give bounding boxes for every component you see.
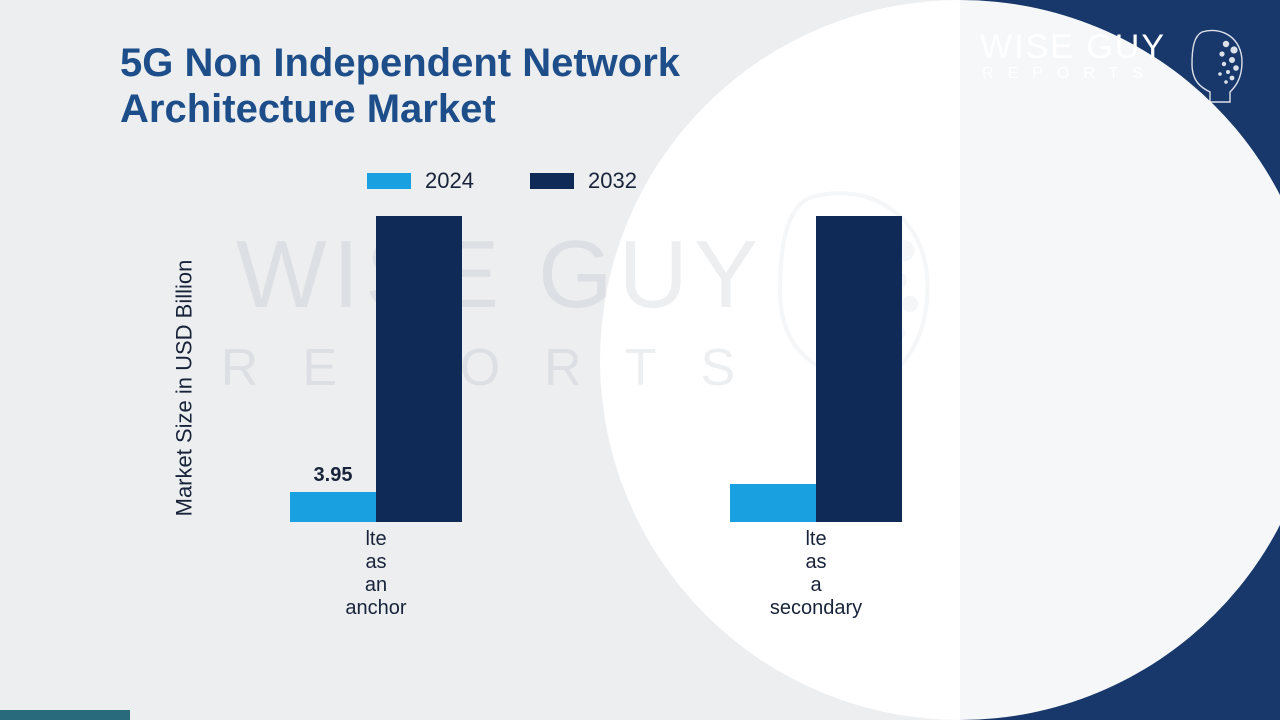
chart-title: 5G Non Independent Network Architecture … [120, 40, 760, 132]
legend-label-2032: 2032 [588, 168, 637, 194]
legend-label-2024: 2024 [425, 168, 474, 194]
legend-swatch-2032 [530, 173, 574, 189]
legend: 2024 2032 [92, 168, 912, 194]
right-color-panel [960, 0, 1280, 720]
bar-value-label: 3.95 [290, 464, 376, 487]
legend-item-2032: 2032 [530, 168, 637, 194]
bar-2024 [730, 484, 816, 522]
infographic-stage: WISE GUY REPORTS 5G Non Independent Netw… [0, 0, 1280, 720]
legend-item-2024: 2024 [367, 168, 474, 194]
bar-group: lteasasecondary [730, 216, 902, 522]
bar-2032 [376, 216, 462, 522]
plot-area: 3.95lteasananchor lteasasecondary [160, 216, 912, 522]
bar-2024: 3.95 [290, 492, 376, 522]
brand-logo: WISE GUY REPORTS [980, 28, 1240, 83]
x-tick-label: lteasananchor [290, 522, 462, 620]
x-tick-label: lteasasecondary [730, 522, 902, 620]
bar-group: 3.95lteasananchor [290, 216, 462, 522]
brand-head-icon [1182, 26, 1246, 104]
bottom-accent-bar [0, 710, 130, 720]
bar-chart: Market Size in USD Billion 2024 2032 3.9… [92, 168, 912, 608]
bar-2032 [816, 216, 902, 522]
legend-swatch-2024 [367, 173, 411, 189]
